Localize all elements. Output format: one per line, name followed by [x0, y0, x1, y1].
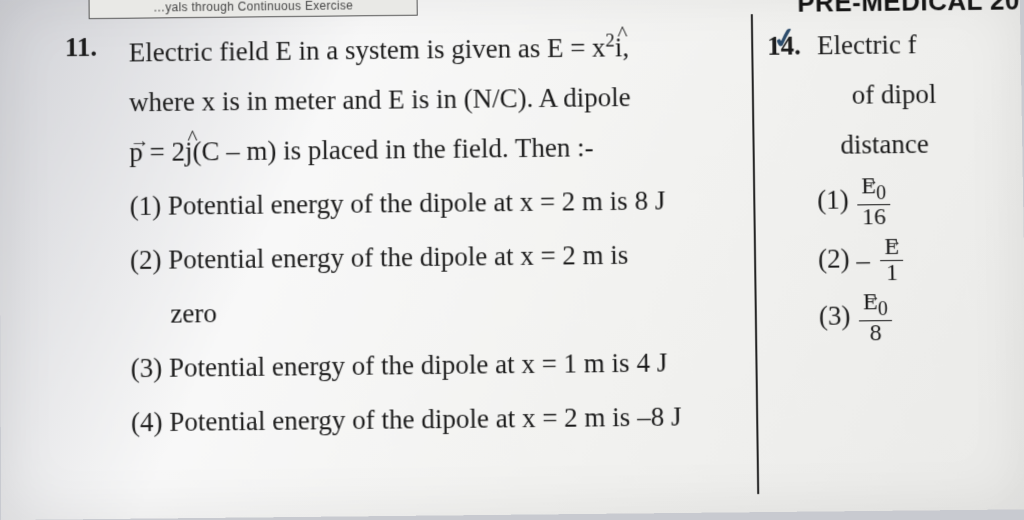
arrow-icon: → [130, 124, 150, 160]
q11-opt4: (4) Potential energy of the dipole at x … [131, 391, 743, 448]
arrow-icon-3: → [885, 232, 903, 250]
question-14: ✓ 14. Electric f of dipol distance (1) →… [767, 19, 1024, 347]
q14-opt1: (1) →E0 16 [769, 173, 1024, 232]
hat-icon: ^ [617, 14, 628, 54]
i-hat: i^ [615, 24, 623, 74]
q14-line1: ✓ 14. Electric f [767, 19, 1021, 71]
q11-line3: →p = 2j^(C – m) is placed in the field. … [129, 122, 739, 178]
q11-line2: where x is in meter and E is in (N/C). A… [129, 72, 738, 128]
j-hat: j^ [185, 127, 193, 177]
q14-opt2-num: →E [880, 235, 903, 260]
neg-sign: – [856, 236, 870, 286]
hat-icon-2: ^ [187, 118, 197, 158]
q14-opt1-frac: →E0 16 [857, 174, 890, 230]
header-right-title: PRE-MEDICAL 20 [797, 0, 1020, 19]
q11-l3b: (C – m) is placed in the field. Then :- [192, 132, 593, 166]
q11-number: 11. [65, 32, 97, 63]
E0-vec-1: →E [861, 174, 876, 199]
q14-line2: of dipol [768, 69, 1022, 121]
column-divider [751, 14, 759, 494]
header-strip: …yals through Continuous Exercise [89, 0, 418, 19]
q14-opt2: (2) – →E 1 [770, 232, 1024, 287]
q11-line1: Electric field E in a system is given as… [129, 22, 738, 78]
q11-opt1: (1) Potential energy of the dipole at x … [130, 176, 740, 232]
q11-l1a: Electric field E in a system is given as… [129, 33, 606, 68]
q11-opt2a: (2) Potential energy of the dipole at x … [130, 229, 740, 285]
arrow-icon-4: → [863, 287, 881, 305]
E-vec-2: →E [884, 235, 899, 260]
q14-opt1-num: →E0 [857, 174, 890, 204]
q11-opt2b: zero [130, 283, 741, 339]
q14-opt3: (3) →E0 8 [771, 289, 1024, 348]
p-vector: →p [129, 128, 143, 178]
q14-opt3-frac: →E0 8 [859, 290, 893, 346]
q14-line3: distance [768, 119, 1022, 171]
q14-number: ✓ 14. [767, 21, 818, 71]
q14-l1: Electric f [817, 29, 917, 60]
q14-opt2-den: 1 [881, 260, 904, 286]
header-strip-text: …yals through Continuous Exercise [153, 0, 353, 14]
E0-vec-3: →E [863, 290, 878, 315]
q14-opt1-den: 16 [858, 204, 891, 230]
question-11: 11. Electric field E in a system is give… [69, 22, 743, 448]
arrow-icon-2: → [861, 171, 879, 189]
q11-exp2: 2 [605, 31, 615, 52]
q11-opt3: (3) Potential energy of the dipole at x … [131, 337, 742, 393]
q14-opt3-num: →E0 [859, 290, 892, 320]
q14-opt3-den: 8 [859, 320, 892, 347]
q14-opt2-frac: →E 1 [880, 235, 903, 287]
